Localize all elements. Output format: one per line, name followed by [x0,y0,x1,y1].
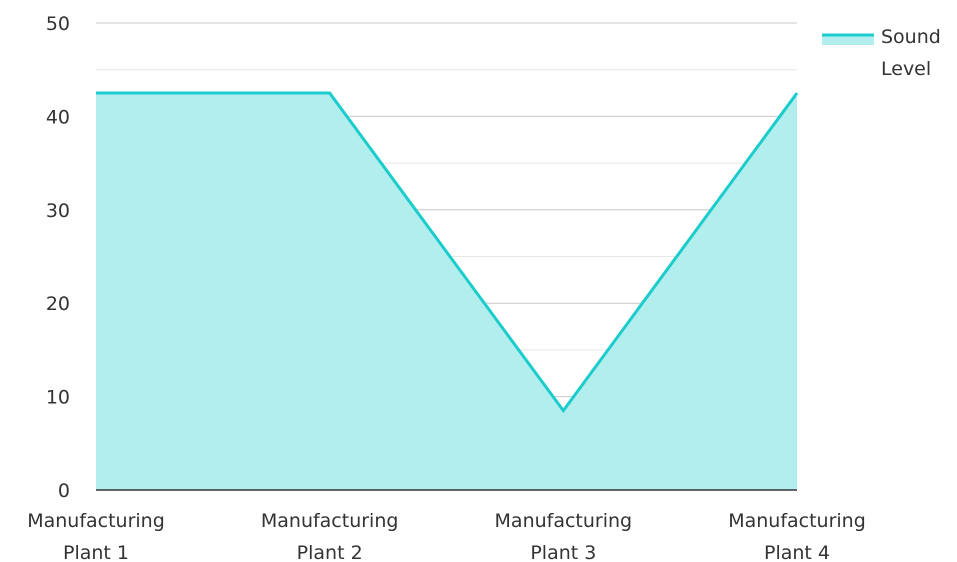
y-tick-label: 20 [46,293,70,315]
series-area-0 [96,93,797,491]
y-tick-label: 0 [58,480,70,502]
legend-swatch-fill [822,35,874,45]
x-tick-label: Manufacturing Plant 3 [495,510,633,562]
x-tick-label: Manufacturing Plant 1 [27,510,165,562]
series-line-0 [96,91,799,414]
line-layer [96,91,799,414]
legend-label: Sound Level [881,26,941,80]
legend: Sound Level [822,26,941,80]
y-tick-label: 50 [46,13,70,35]
y-tick-label: 40 [46,106,70,128]
area-layer [96,93,797,491]
x-tick-label: Manufacturing Plant 4 [728,510,866,562]
axis-layer: 0 10 20 30 40 50 Manufacturing Plant 1 Manufactu… [27,13,866,562]
y-tick-label: 30 [46,200,70,222]
x-tick-label: Manufacturing Plant 2 [261,510,399,562]
y-tick-label: 10 [46,387,70,409]
